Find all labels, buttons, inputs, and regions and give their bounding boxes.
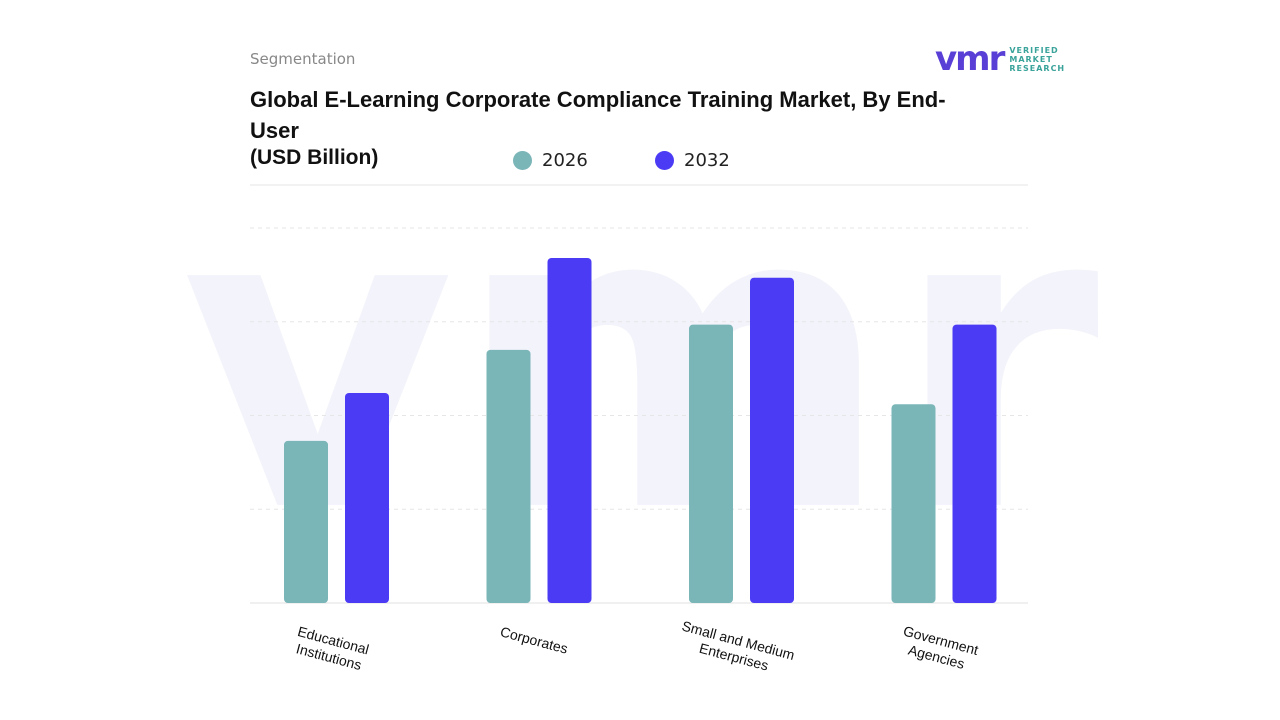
chart-title: Global E-Learning Corporate Compliance T… [250, 87, 946, 143]
logo-line: MARKET [1009, 54, 1053, 64]
legend-item: 2026 [513, 150, 588, 171]
bar [547, 258, 592, 603]
legend-swatch [513, 151, 532, 170]
bar [345, 393, 389, 603]
bar [486, 349, 531, 603]
section-label: Segmentation [250, 50, 356, 68]
logo-text: VERIFIED MARKET RESEARCH [1009, 46, 1065, 73]
logo: vmr VERIFIED MARKET RESEARCH [935, 39, 1065, 79]
logo-line: VERIFIED [1009, 45, 1059, 55]
legend-label: 2032 [684, 150, 730, 171]
watermark: vmr [181, 116, 1102, 605]
bar [952, 324, 997, 603]
logo-line: RESEARCH [1009, 63, 1066, 73]
bar [689, 324, 733, 603]
legend-swatch [655, 151, 674, 170]
logo-mark: vmr [935, 39, 1005, 79]
chart-subtitle: (USD Billion) [250, 146, 379, 169]
legend-item: 2032 [655, 150, 730, 171]
legend-label: 2026 [542, 150, 588, 171]
bar [750, 277, 794, 603]
bar [284, 440, 328, 603]
bar [891, 404, 936, 603]
